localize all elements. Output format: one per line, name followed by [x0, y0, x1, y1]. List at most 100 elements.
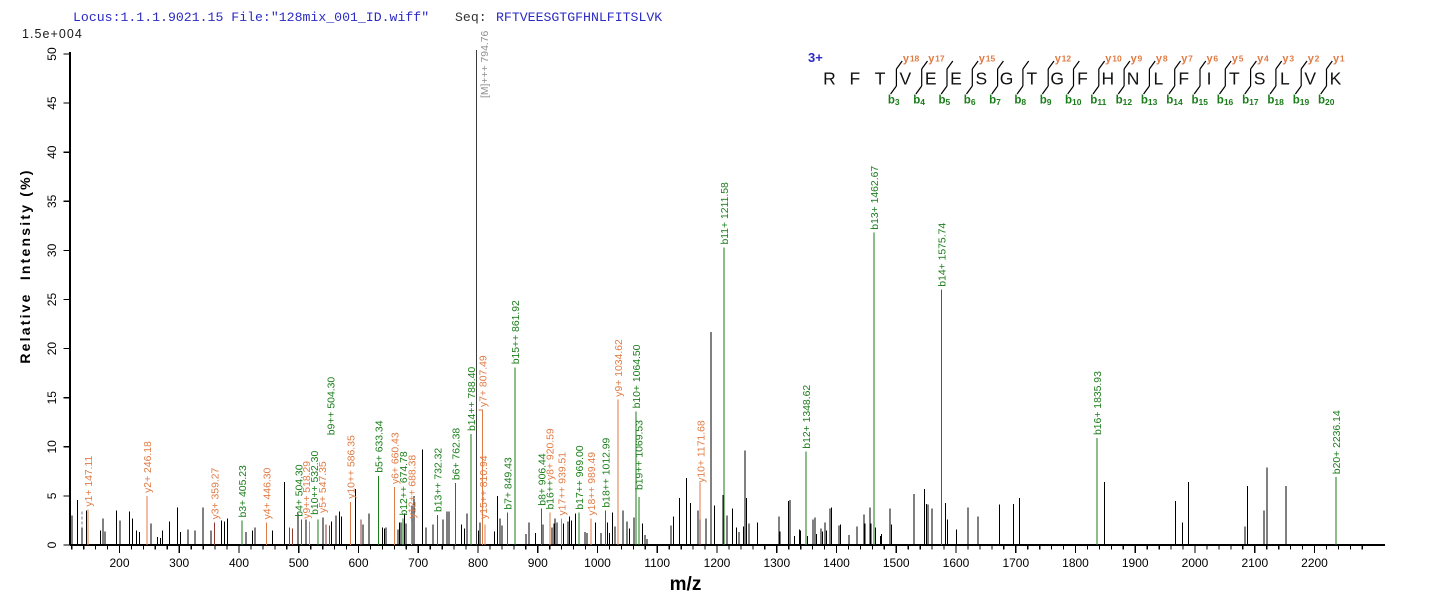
svg-text:10: 10 — [45, 440, 59, 454]
svg-text:600: 600 — [348, 556, 368, 570]
svg-text:y5: y5 — [1232, 53, 1244, 65]
svg-text:y1: y1 — [1333, 53, 1345, 65]
svg-text:b14+ 1575.74: b14+ 1575.74 — [938, 223, 949, 287]
svg-text:b12: b12 — [1116, 95, 1133, 108]
svg-text:b12+ 1348.62: b12+ 1348.62 — [802, 385, 813, 449]
svg-text:H: H — [1101, 69, 1114, 89]
svg-text:y15++ 810.94: y15++ 810.94 — [479, 455, 490, 519]
svg-text:b10++ 532.30: b10++ 532.30 — [310, 451, 321, 515]
svg-text:b17: b17 — [1242, 95, 1259, 108]
svg-text:b18: b18 — [1267, 95, 1284, 108]
svg-text:b15: b15 — [1192, 95, 1209, 108]
svg-text:1.5e+004: 1.5e+004 — [22, 27, 83, 41]
svg-text:b18++ 1012.99: b18++ 1012.99 — [601, 437, 612, 507]
svg-text:800: 800 — [468, 556, 488, 570]
svg-text:b9++ 504.30: b9++ 504.30 — [327, 377, 338, 436]
svg-text:b17++ 969.00: b17++ 969.00 — [575, 445, 586, 509]
svg-text:L: L — [1280, 69, 1290, 89]
svg-text:Seq:: Seq: — [455, 10, 487, 25]
svg-text:1900: 1900 — [1122, 556, 1149, 570]
svg-text:0: 0 — [45, 541, 59, 548]
svg-text:b5: b5 — [939, 95, 951, 108]
svg-text:500: 500 — [289, 556, 309, 570]
svg-text:y12: y12 — [1055, 53, 1072, 65]
svg-text:1200: 1200 — [704, 556, 731, 570]
svg-text:15: 15 — [45, 391, 59, 405]
svg-text:50: 50 — [45, 47, 59, 61]
svg-text:b6: b6 — [964, 95, 976, 108]
svg-text:400: 400 — [229, 556, 249, 570]
svg-text:1400: 1400 — [823, 556, 850, 570]
svg-text:1700: 1700 — [1002, 556, 1029, 570]
svg-text:2000: 2000 — [1182, 556, 1209, 570]
svg-text:y4: y4 — [1257, 53, 1269, 65]
svg-text:y8: y8 — [1156, 53, 1168, 65]
svg-text:b15++ 861.92: b15++ 861.92 — [511, 300, 522, 364]
svg-text:T: T — [1027, 69, 1038, 89]
svg-text:F: F — [849, 69, 860, 89]
svg-text:y7+ 807.49: y7+ 807.49 — [478, 355, 489, 407]
svg-text:b9: b9 — [1040, 95, 1052, 108]
svg-text:y10: y10 — [1105, 53, 1122, 65]
svg-text:y5+ 547.35: y5+ 547.35 — [318, 461, 329, 513]
svg-text:y2: y2 — [1308, 53, 1320, 65]
svg-text:b20+ 2236.14: b20+ 2236.14 — [1332, 410, 1343, 474]
svg-text:E: E — [950, 69, 962, 89]
svg-text:b12++ 674.78: b12++ 674.78 — [399, 451, 410, 515]
svg-text:b16+ 1835.93: b16+ 1835.93 — [1093, 371, 1104, 435]
svg-text:700: 700 — [408, 556, 428, 570]
svg-text:b5+ 633.34: b5+ 633.34 — [374, 420, 385, 473]
svg-text:y17++ 939.51: y17++ 939.51 — [557, 452, 568, 516]
svg-text:Locus:1.1.1.9021.15 File:"128m: Locus:1.1.1.9021.15 File:"128mix_001_ID.… — [73, 10, 429, 25]
svg-text:40: 40 — [45, 145, 59, 159]
svg-text:y15: y15 — [979, 53, 996, 65]
svg-text:Relative Intensity (%): Relative Intensity (%) — [17, 168, 33, 363]
svg-text:45: 45 — [45, 96, 59, 110]
svg-text:b13+ 1462.67: b13+ 1462.67 — [870, 166, 881, 230]
svg-text:N: N — [1127, 69, 1140, 89]
svg-text:R: R — [823, 69, 836, 89]
svg-text:b14++ 788.40: b14++ 788.40 — [467, 367, 478, 431]
svg-text:y18++ 989.49: y18++ 989.49 — [587, 452, 598, 516]
svg-text:G: G — [1050, 69, 1064, 89]
svg-text:b13++ 732.32: b13++ 732.32 — [434, 448, 445, 512]
svg-text:b8: b8 — [1014, 95, 1026, 108]
svg-text:35: 35 — [45, 194, 59, 208]
svg-text:K: K — [1330, 69, 1342, 89]
svg-text:1000: 1000 — [584, 556, 611, 570]
svg-text:b14: b14 — [1166, 95, 1183, 108]
svg-text:20: 20 — [45, 342, 59, 356]
svg-text:300: 300 — [169, 556, 189, 570]
svg-text:[M]+++ 794.76: [M]+++ 794.76 — [480, 30, 491, 98]
svg-text:b16: b16 — [1217, 95, 1234, 108]
svg-text:b3+ 405.23: b3+ 405.23 — [238, 465, 249, 518]
svg-text:3+: 3+ — [808, 50, 823, 65]
svg-text:V: V — [1304, 69, 1316, 89]
svg-text:V: V — [900, 69, 912, 89]
svg-text:y6+ 660.43: y6+ 660.43 — [391, 432, 402, 484]
svg-text:1500: 1500 — [883, 556, 910, 570]
svg-text:b6+ 762.38: b6+ 762.38 — [452, 428, 463, 481]
svg-text:b20: b20 — [1318, 95, 1335, 108]
svg-text:E: E — [925, 69, 937, 89]
svg-text:y12++ 688.38: y12++ 688.38 — [407, 455, 418, 519]
svg-text:y9++ 518.29: y9++ 518.29 — [302, 461, 313, 519]
svg-text:y2+ 246.18: y2+ 246.18 — [143, 441, 154, 493]
svg-text:y10++ 586.35: y10++ 586.35 — [346, 435, 357, 499]
svg-text:b7+ 849.43: b7+ 849.43 — [504, 457, 515, 510]
svg-text:30: 30 — [45, 243, 59, 257]
svg-text:2200: 2200 — [1301, 556, 1328, 570]
svg-text:1300: 1300 — [763, 556, 790, 570]
svg-text:RFTVEESGTGFHNLFITSLVK: RFTVEESGTGFHNLFITSLVK — [496, 10, 662, 25]
svg-text:y17: y17 — [928, 53, 945, 65]
svg-text:b4: b4 — [913, 95, 925, 108]
svg-text:2100: 2100 — [1241, 556, 1268, 570]
svg-text:y9: y9 — [1131, 53, 1143, 65]
svg-text:25: 25 — [45, 293, 59, 307]
svg-text:b4+ 504.30: b4+ 504.30 — [295, 464, 306, 517]
svg-text:b8+ 906.44: b8+ 906.44 — [537, 453, 548, 506]
svg-text:1800: 1800 — [1062, 556, 1089, 570]
svg-text:b11: b11 — [1090, 95, 1106, 108]
svg-text:b13: b13 — [1141, 95, 1158, 108]
svg-text:b3: b3 — [888, 95, 900, 108]
